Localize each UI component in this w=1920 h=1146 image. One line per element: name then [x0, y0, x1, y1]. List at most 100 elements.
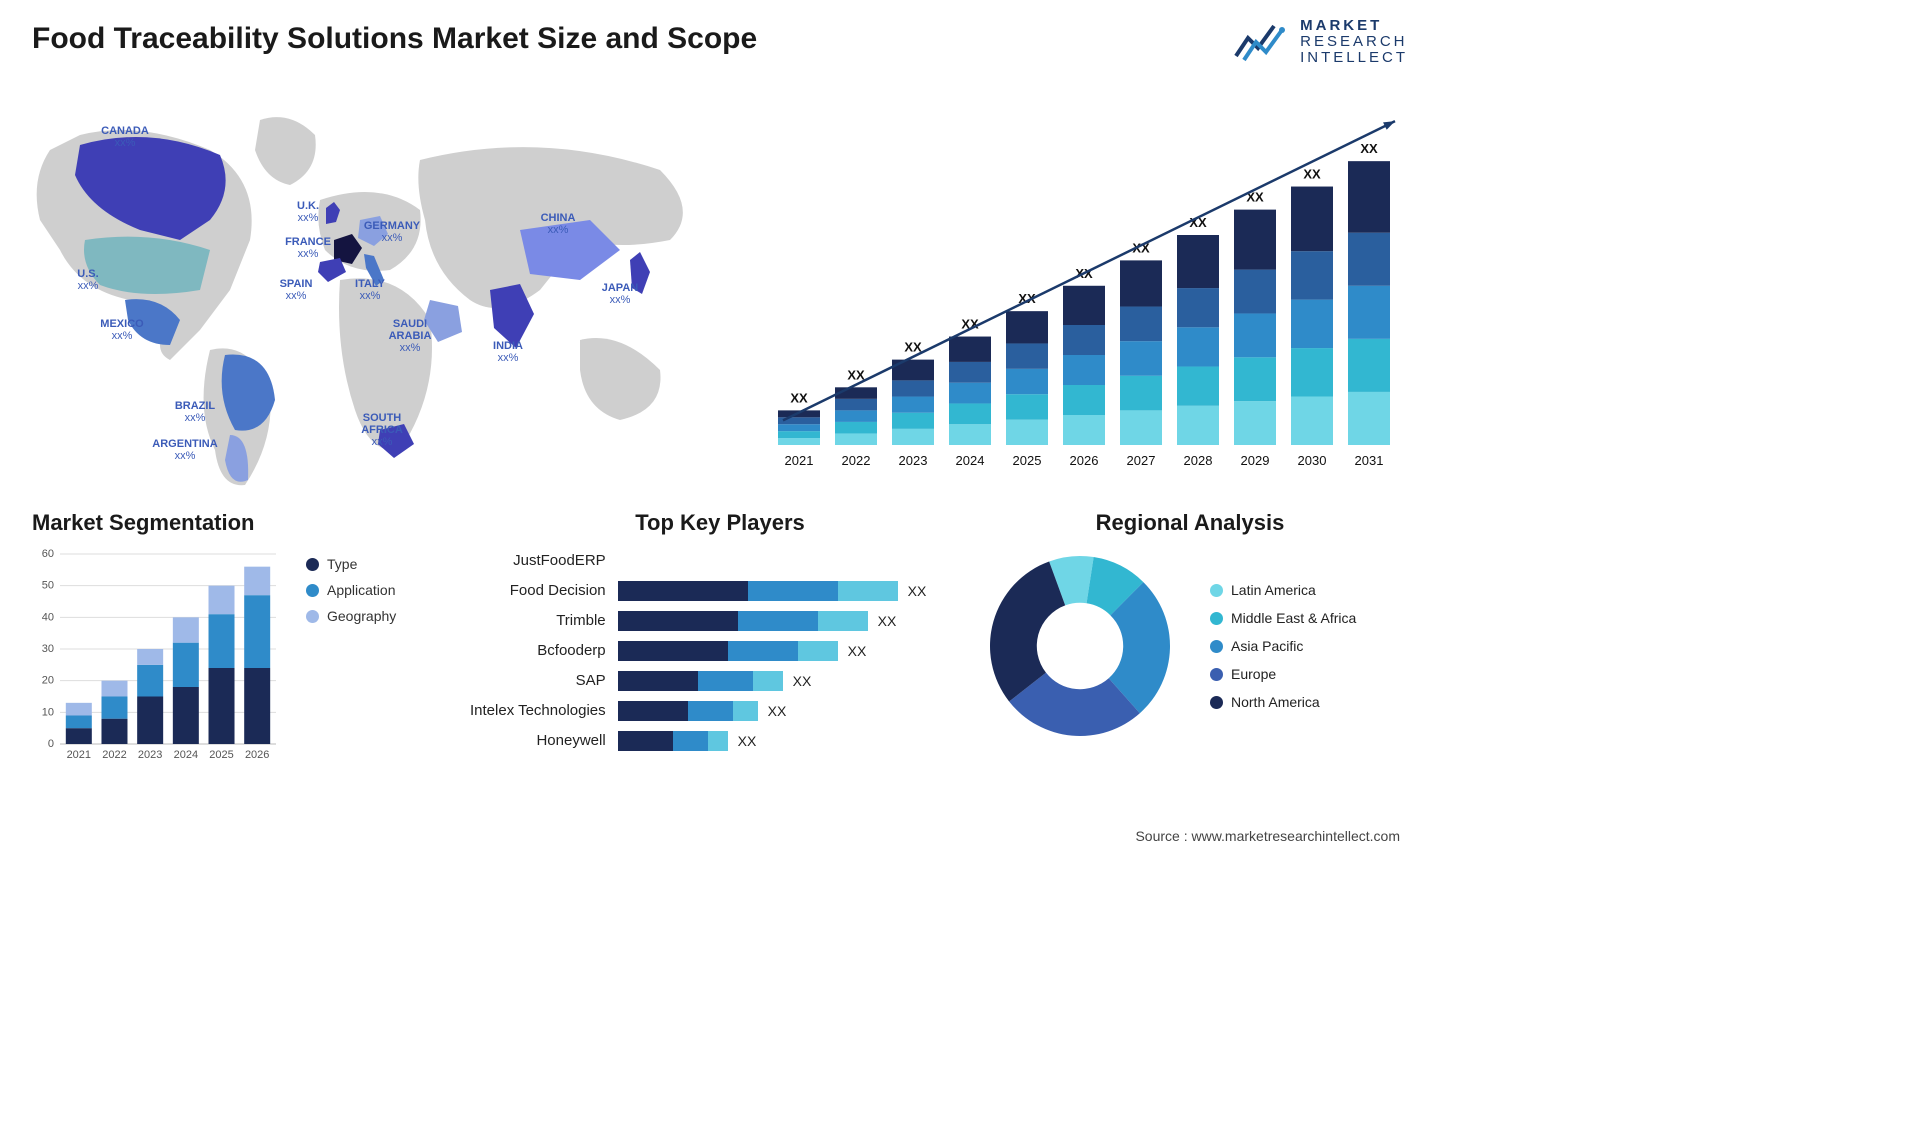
- player-bar-segment: [818, 611, 868, 631]
- player-name: Food Decision: [470, 576, 606, 606]
- svg-text:2031: 2031: [1355, 453, 1384, 468]
- players-labels: JustFoodERPFood DecisionTrimbleBcfooderp…: [470, 546, 606, 756]
- player-bar-segment: [698, 671, 753, 691]
- legend-label: Latin America: [1231, 582, 1316, 598]
- regional-legend-item: North America: [1210, 694, 1356, 710]
- segmentation-chart: 0102030405060202120222023202420252026: [32, 546, 282, 766]
- player-bar-row: XX: [618, 636, 970, 666]
- player-value: XX: [848, 643, 867, 659]
- player-bar-segment: [618, 671, 698, 691]
- svg-text:XX: XX: [1360, 141, 1378, 156]
- logo-line2: RESEARCH: [1300, 34, 1408, 50]
- svg-text:20: 20: [42, 675, 54, 687]
- player-bar: [618, 671, 783, 691]
- logo-line3: INTELLECT: [1300, 50, 1408, 66]
- brand-logo: MARKET RESEARCH INTELLECT: [1234, 18, 1408, 65]
- svg-text:2029: 2029: [1241, 453, 1270, 468]
- svg-text:2027: 2027: [1127, 453, 1156, 468]
- map-label-argentina: ARGENTINAxx%: [145, 438, 225, 462]
- legend-label: Europe: [1231, 666, 1276, 682]
- map-label-spain: SPAINxx%: [256, 278, 336, 302]
- svg-text:2023: 2023: [138, 749, 162, 761]
- player-bar: [618, 701, 758, 721]
- player-name: Honeywell: [470, 726, 606, 756]
- seg-legend-item: Application: [306, 582, 396, 598]
- player-bar-row: XX: [618, 576, 970, 606]
- legend-swatch-icon: [1210, 612, 1223, 625]
- player-bar-segment: [618, 611, 738, 631]
- svg-text:2022: 2022: [102, 749, 126, 761]
- svg-text:2026: 2026: [245, 749, 269, 761]
- svg-text:XX: XX: [1303, 167, 1321, 182]
- player-bar-segment: [618, 731, 673, 751]
- player-bar-segment: [733, 701, 758, 721]
- players-bars: XX XX XX XX XX XX: [618, 546, 970, 756]
- player-value: XX: [878, 613, 897, 629]
- legend-swatch-icon: [306, 584, 319, 597]
- player-bar-segment: [618, 641, 728, 661]
- map-label-u-s-: U.S.xx%: [48, 268, 128, 292]
- player-bar: [618, 641, 838, 661]
- legend-label: North America: [1231, 694, 1320, 710]
- svg-text:2028: 2028: [1184, 453, 1213, 468]
- player-bar-segment: [688, 701, 733, 721]
- svg-text:2026: 2026: [1070, 453, 1099, 468]
- regional-donut: [980, 546, 1180, 746]
- regional-section: Regional Analysis Latin America Middle Ea…: [980, 510, 1400, 746]
- legend-label: Middle East & Africa: [1231, 610, 1356, 626]
- legend-swatch-icon: [1210, 640, 1223, 653]
- segmentation-section: Market Segmentation 01020304050602021202…: [32, 510, 442, 766]
- map-label-u-k-: U.K.xx%: [268, 200, 348, 224]
- legend-label: Type: [327, 556, 357, 572]
- map-label-france: FRANCExx%: [268, 236, 348, 260]
- segmentation-legend: Type Application Geography: [306, 546, 396, 766]
- segmentation-title: Market Segmentation: [32, 510, 442, 536]
- map-label-mexico: MEXICOxx%: [82, 318, 162, 342]
- svg-text:60: 60: [42, 548, 54, 560]
- main-forecast-chart: XX2021XX2022XX2023XX2024XX2025XX2026XX20…: [760, 100, 1400, 480]
- regional-legend-item: Middle East & Africa: [1210, 610, 1356, 626]
- svg-text:2025: 2025: [209, 749, 233, 761]
- player-bar-segment: [728, 641, 798, 661]
- player-bar-segment: [618, 581, 748, 601]
- player-bar-segment: [708, 731, 728, 751]
- svg-text:XX: XX: [847, 367, 865, 382]
- player-value: XX: [768, 703, 787, 719]
- player-bar-row: XX: [618, 666, 970, 696]
- svg-text:2025: 2025: [1013, 453, 1042, 468]
- svg-text:30: 30: [42, 643, 54, 655]
- player-bar-segment: [753, 671, 783, 691]
- players-title: Top Key Players: [470, 510, 970, 536]
- legend-swatch-icon: [306, 610, 319, 623]
- player-bar: [618, 731, 728, 751]
- player-bar-segment: [673, 731, 708, 751]
- svg-text:2024: 2024: [174, 749, 198, 761]
- map-label-india: INDIAxx%: [468, 340, 548, 364]
- svg-text:2021: 2021: [785, 453, 814, 468]
- player-bar-segment: [748, 581, 838, 601]
- player-bar-row: XX: [618, 606, 970, 636]
- player-name: JustFoodERP: [470, 546, 606, 576]
- player-name: SAP: [470, 666, 606, 696]
- legend-label: Geography: [327, 608, 396, 624]
- player-bar-segment: [738, 611, 818, 631]
- map-label-japan: JAPANxx%: [580, 282, 660, 306]
- player-name: Trimble: [470, 606, 606, 636]
- world-map: CANADAxx%U.S.xx%MEXICOxx%BRAZILxx%ARGENT…: [20, 90, 720, 490]
- player-bar-row: XX: [618, 726, 970, 756]
- svg-text:2030: 2030: [1298, 453, 1327, 468]
- player-bar-segment: [618, 701, 688, 721]
- regional-title: Regional Analysis: [980, 510, 1400, 536]
- svg-text:0: 0: [48, 738, 54, 750]
- player-bar-row: XX: [618, 696, 970, 726]
- svg-text:2021: 2021: [67, 749, 91, 761]
- map-label-germany: GERMANYxx%: [352, 220, 432, 244]
- map-label-south-africa: SOUTHAFRICAxx%: [342, 412, 422, 448]
- page-title: Food Traceability Solutions Market Size …: [32, 22, 757, 56]
- map-label-brazil: BRAZILxx%: [155, 400, 235, 424]
- player-bar-segment: [838, 581, 898, 601]
- seg-legend-item: Geography: [306, 608, 396, 624]
- map-label-china: CHINAxx%: [518, 212, 598, 236]
- svg-text:2024: 2024: [956, 453, 985, 468]
- player-value: XX: [793, 673, 812, 689]
